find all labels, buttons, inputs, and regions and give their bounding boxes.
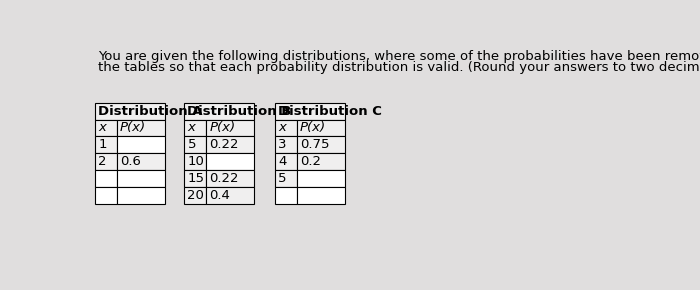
Text: 1: 1 bbox=[98, 138, 107, 151]
Bar bbox=[95, 103, 165, 119]
Bar bbox=[95, 119, 117, 136]
Text: 3: 3 bbox=[278, 138, 287, 151]
Text: 0.22: 0.22 bbox=[209, 138, 239, 151]
Bar bbox=[184, 136, 206, 153]
Bar bbox=[275, 170, 297, 187]
Bar bbox=[206, 187, 254, 204]
Bar bbox=[297, 153, 345, 170]
Text: 0.75: 0.75 bbox=[300, 138, 330, 151]
Bar bbox=[275, 187, 297, 204]
Bar bbox=[184, 103, 254, 119]
Text: P(x): P(x) bbox=[300, 122, 326, 135]
Bar bbox=[117, 136, 165, 153]
Text: 10: 10 bbox=[188, 155, 204, 168]
Text: x: x bbox=[278, 122, 286, 135]
Bar bbox=[95, 153, 117, 170]
Bar bbox=[184, 170, 206, 187]
Text: Distribution A: Distribution A bbox=[98, 104, 203, 117]
Bar bbox=[117, 119, 165, 136]
Bar bbox=[95, 187, 117, 204]
Bar bbox=[184, 187, 206, 204]
Bar bbox=[206, 153, 254, 170]
Text: x: x bbox=[98, 122, 106, 135]
Bar bbox=[184, 119, 206, 136]
Bar bbox=[275, 153, 297, 170]
Bar bbox=[95, 170, 117, 187]
Text: 0.6: 0.6 bbox=[120, 155, 141, 168]
Bar bbox=[206, 170, 254, 187]
Text: You are given the following distributions, where some of the probabilities have : You are given the following distribution… bbox=[98, 50, 700, 63]
Bar bbox=[275, 103, 345, 119]
Bar bbox=[117, 187, 165, 204]
Bar bbox=[117, 153, 165, 170]
Bar bbox=[297, 187, 345, 204]
Bar bbox=[275, 119, 297, 136]
Text: 0.22: 0.22 bbox=[209, 172, 239, 185]
Bar bbox=[297, 170, 345, 187]
Bar bbox=[297, 136, 345, 153]
Bar bbox=[184, 153, 206, 170]
Text: x: x bbox=[188, 122, 195, 135]
Text: 15: 15 bbox=[188, 172, 204, 185]
Text: Distribution B: Distribution B bbox=[188, 104, 292, 117]
Text: 2: 2 bbox=[98, 155, 107, 168]
Text: 0.4: 0.4 bbox=[209, 189, 230, 202]
Text: 20: 20 bbox=[188, 189, 204, 202]
Text: 4: 4 bbox=[278, 155, 286, 168]
Bar bbox=[297, 119, 345, 136]
Text: P(x): P(x) bbox=[120, 122, 146, 135]
Text: 0.2: 0.2 bbox=[300, 155, 321, 168]
Text: P(x): P(x) bbox=[209, 122, 235, 135]
Bar bbox=[206, 136, 254, 153]
Bar bbox=[117, 170, 165, 187]
Text: 5: 5 bbox=[188, 138, 196, 151]
Bar bbox=[206, 119, 254, 136]
Bar bbox=[95, 136, 117, 153]
Text: Distribution C: Distribution C bbox=[278, 104, 382, 117]
Text: 5: 5 bbox=[278, 172, 287, 185]
Bar bbox=[275, 136, 297, 153]
Text: the tables so that each probability distribution is valid. (Round your answers t: the tables so that each probability dist… bbox=[98, 61, 700, 74]
